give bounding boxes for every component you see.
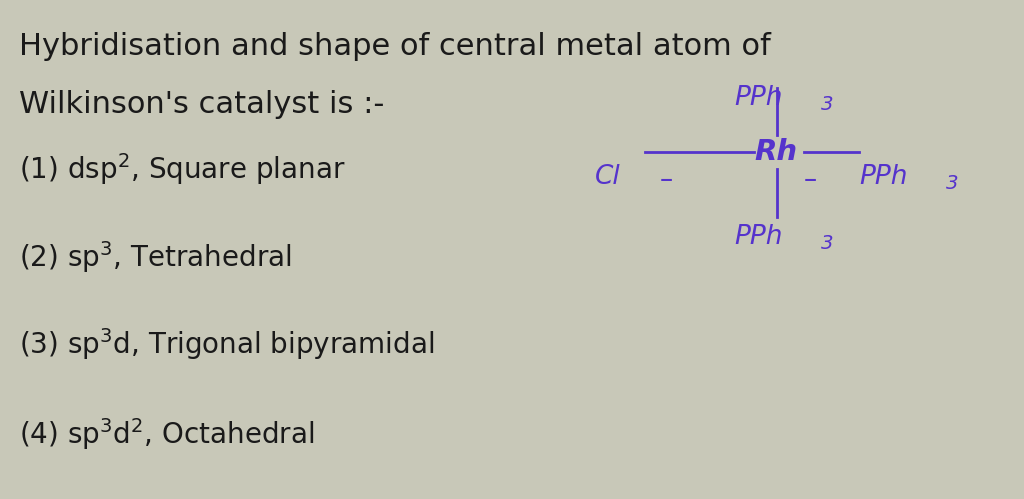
Text: Hybridisation and shape of central metal atom of: Hybridisation and shape of central metal… [19,32,771,61]
Text: $(2)\ \mathregular{sp}^3$, Tetrahedral: $(2)\ \mathregular{sp}^3$, Tetrahedral [19,239,292,275]
Text: –: – [804,168,817,194]
Text: Rh: Rh [755,138,798,166]
Text: Cl: Cl [595,165,621,191]
Text: Wilkinson's catalyst is :-: Wilkinson's catalyst is :- [19,90,385,119]
Text: PPh: PPh [734,85,783,111]
Text: $(3)\ \mathregular{sp}^3\mathregular{d}$, Trigonal bipyramidal: $(3)\ \mathregular{sp}^3\mathregular{d}$… [19,326,434,362]
Text: PPh: PPh [859,165,907,191]
Text: 3: 3 [946,175,958,194]
Text: $(1)\ \mathregular{dsp}^2$, Square planar: $(1)\ \mathregular{dsp}^2$, Square plana… [19,152,346,188]
Text: 3: 3 [821,95,834,114]
Text: PPh: PPh [734,224,783,250]
Text: 3: 3 [821,234,834,253]
Text: –: – [659,168,673,194]
Text: $(4)\ \mathregular{sp}^3\mathregular{d}^2$, Octahedral: $(4)\ \mathregular{sp}^3\mathregular{d}^… [19,416,314,452]
